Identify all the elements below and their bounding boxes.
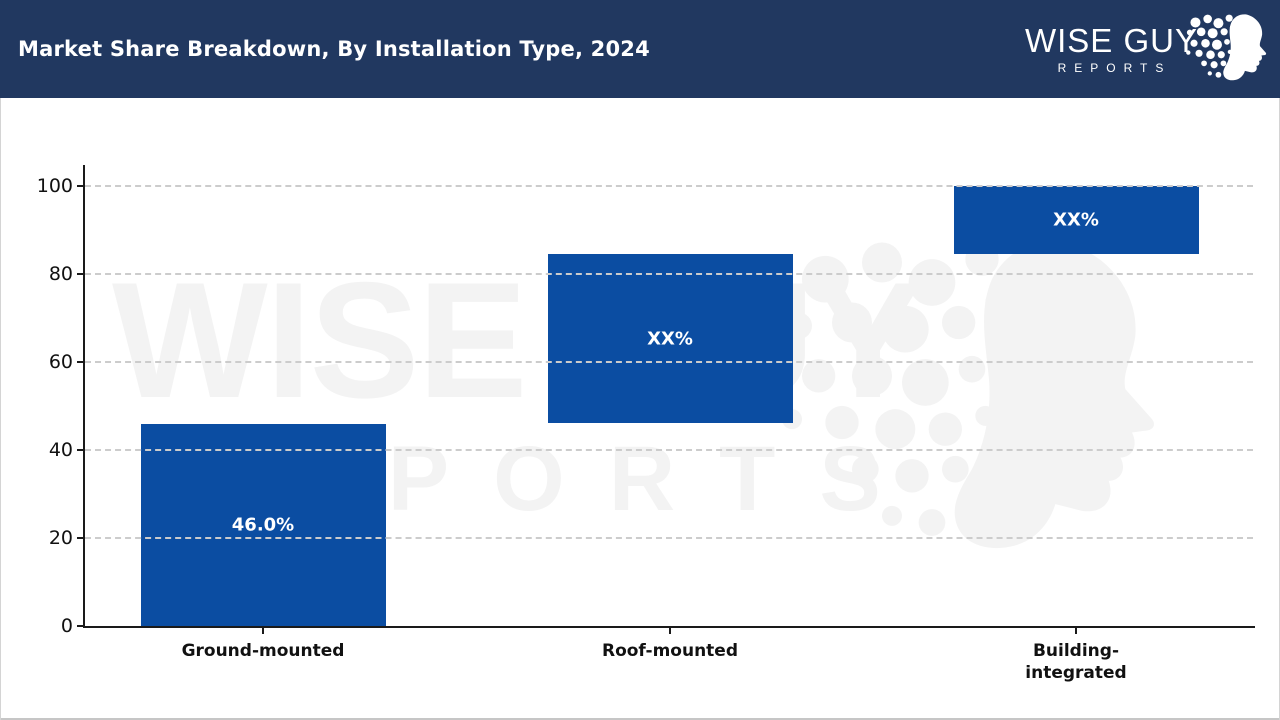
y-tick-mark: [77, 273, 85, 275]
y-tick-label: 0: [60, 615, 73, 637]
x-tick-label: Building-integrated: [1025, 641, 1127, 684]
brand-logo: WISE GUY REPORTS: [1025, 10, 1270, 88]
y-tick-mark: [77, 537, 85, 539]
bar-value-label: 46.0%: [231, 514, 295, 536]
y-tick-label: 40: [48, 439, 73, 461]
gridline: [85, 273, 1253, 275]
bar: [141, 424, 386, 626]
logo-head-icon: [1184, 10, 1270, 88]
y-tick-label: 100: [36, 175, 73, 197]
x-tick-mark: [262, 626, 264, 634]
x-tick-label: Ground-mounted: [181, 641, 345, 661]
bar-value-label: XX%: [1053, 209, 1099, 231]
chart-canvas: WISE GUY REPORTS 0 20 40 60 80 100 46.0% XX% XX%…: [0, 98, 1280, 720]
y-tick-label: 20: [48, 527, 73, 549]
plot-area: 0 20 40 60 80 100 46.0% XX% XX% Ground-mounted Roo…: [0, 98, 1280, 720]
bar: [954, 186, 1199, 254]
page-title: Market Share Breakdown, By Installation …: [18, 37, 650, 61]
logo-wordmark: WISE GUY: [1024, 21, 1198, 59]
y-axis-line: [83, 165, 85, 628]
y-tick-mark: [77, 361, 85, 363]
brand-logo-text: WISE GUY REPORTS: [1025, 24, 1198, 75]
watermark-head-icon: [772, 235, 1172, 570]
y-tick-label: 60: [48, 351, 73, 373]
logo-subtitle: REPORTS: [1057, 60, 1172, 75]
x-tick-mark: [669, 626, 671, 634]
y-tick-label: 80: [48, 263, 73, 285]
y-tick-mark: [77, 449, 85, 451]
gridline: [85, 537, 1253, 539]
gridline: [85, 185, 1253, 187]
header: Market Share Breakdown, By Installation …: [0, 0, 1280, 98]
x-tick-mark: [1075, 626, 1077, 634]
x-tick-label: Roof-mounted: [601, 641, 739, 661]
bar: [548, 254, 793, 423]
y-tick-mark: [77, 625, 85, 627]
y-tick-mark: [77, 185, 85, 187]
bar-value-label: XX%: [647, 328, 693, 350]
gridline: [85, 361, 1253, 363]
gridline: [85, 449, 1253, 451]
